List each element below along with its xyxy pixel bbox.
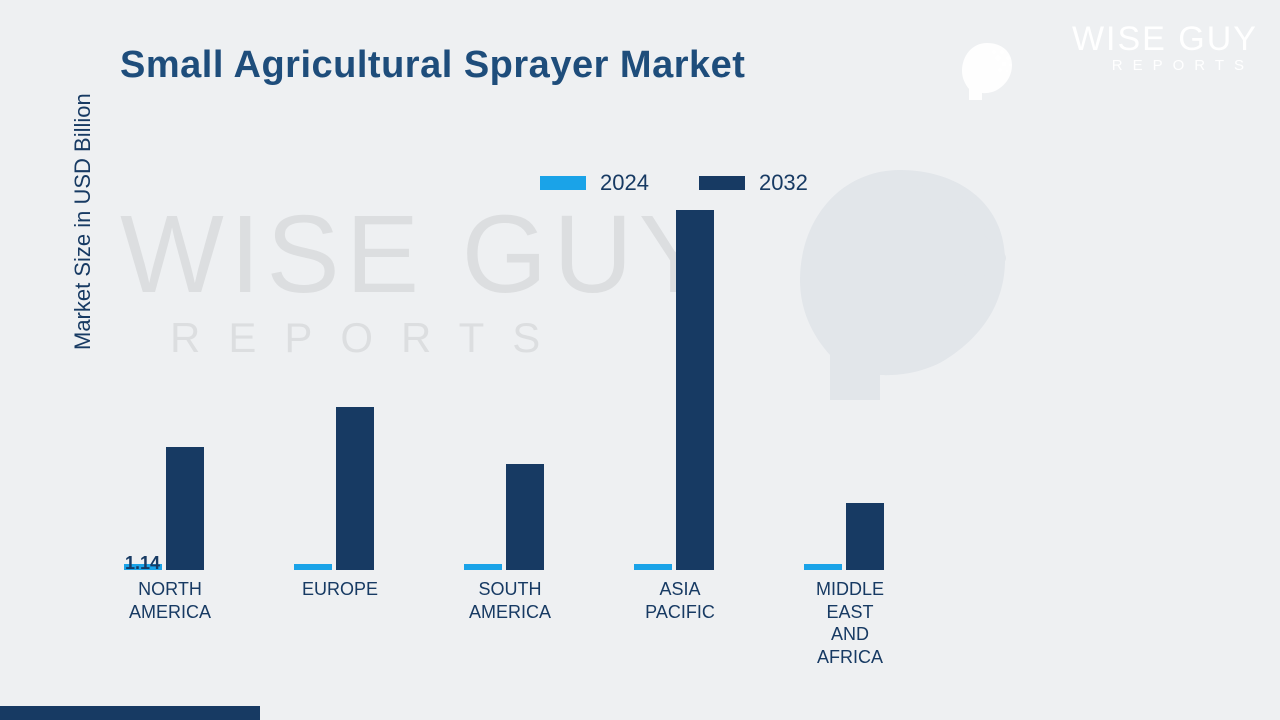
bar-2032 <box>506 464 544 570</box>
legend-item-2032: 2032 <box>699 170 808 196</box>
chart-title: Small Agricultural Sprayer Market <box>120 44 745 87</box>
chart-area: NORTHAMERICAEUROPESOUTHAMERICAASIAPACIFI… <box>110 200 940 570</box>
legend-label-2024: 2024 <box>600 170 649 196</box>
legend-swatch-2024 <box>540 176 586 190</box>
bar-2024 <box>464 564 502 570</box>
bar-2032 <box>166 447 204 570</box>
brand-logo: WISE GUY REPORTS <box>978 20 1258 74</box>
bar-2024 <box>294 564 332 570</box>
bar-2032 <box>846 503 884 570</box>
bar-2032 <box>676 210 714 570</box>
category-label: NORTHAMERICA <box>105 578 235 623</box>
legend-label-2032: 2032 <box>759 170 808 196</box>
category-label: SOUTHAMERICA <box>445 578 575 623</box>
plot: NORTHAMERICAEUROPESOUTHAMERICAASIAPACIFI… <box>110 200 940 570</box>
y-axis-label: Market Size in USD Billion <box>70 93 96 350</box>
category-label: MIDDLEEASTANDAFRICA <box>785 578 915 668</box>
legend: 2024 2032 <box>540 170 808 196</box>
bar-2024 <box>634 564 672 570</box>
data-value-label: 1.14 <box>100 553 160 574</box>
bar-2032 <box>336 407 374 570</box>
legend-item-2024: 2024 <box>540 170 649 196</box>
bar-2024 <box>804 564 842 570</box>
stage: WISE GUY REPORTS WISE GUY REPORTS Small … <box>0 0 1280 720</box>
category-label: ASIAPACIFIC <box>615 578 745 623</box>
bottom-accent-strip <box>0 706 260 720</box>
head-icon <box>952 38 1022 108</box>
legend-swatch-2032 <box>699 176 745 190</box>
category-label: EUROPE <box>275 578 405 601</box>
